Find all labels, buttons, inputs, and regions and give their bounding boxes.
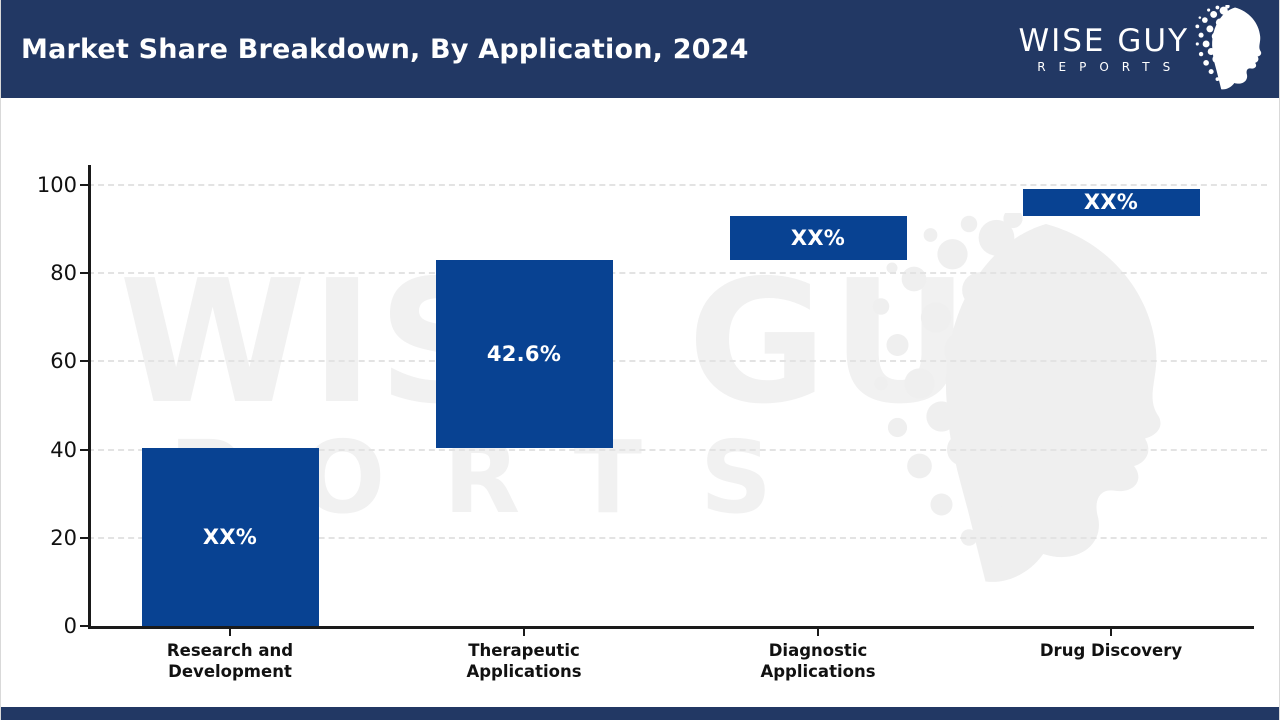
x-tick-mark (229, 628, 231, 636)
bar-segment: XX% (141, 448, 319, 626)
bar-value-label: XX% (1083, 190, 1139, 215)
x-tick-mark (1110, 628, 1112, 636)
bar-segment: 42.6% (435, 260, 613, 449)
y-axis-tick-label: 60 (50, 349, 77, 374)
y-gridline (88, 272, 1267, 275)
category-label: Diagnostic Applications (760, 641, 876, 681)
y-tick-mark (80, 448, 88, 451)
x-tick-mark (523, 628, 525, 636)
bar-value-label: XX% (790, 226, 846, 251)
page-title: Market Share Breakdown, By Application, … (21, 33, 749, 65)
header-bar: Market Share Breakdown, By Application, … (1, 0, 1279, 98)
y-tick-mark (80, 536, 88, 539)
brand-reports-text: REPORTS (1037, 59, 1184, 74)
bar-value-label: 42.6% (486, 342, 562, 367)
bar-segment: XX% (729, 216, 907, 261)
watermark-head-icon (872, 213, 1161, 582)
category-label: Research and Development (166, 641, 294, 681)
y-tick-mark (80, 625, 88, 627)
x-tick-mark (817, 628, 819, 636)
y-gridline (88, 448, 1267, 451)
y-gridline (88, 360, 1267, 363)
brand-wordmark: WISE GUY REPORTS (1018, 22, 1189, 74)
category-label: Therapeutic Applications (466, 641, 582, 681)
y-tick-mark (80, 360, 88, 363)
y-axis-tick-label: 40 (50, 437, 77, 462)
y-axis-tick-label: 0 (63, 614, 77, 638)
brand-logo: WISE GUY REPORTS (1018, 5, 1279, 93)
footer-bar (1, 707, 1279, 720)
brand-name-text: WISE GUY (1018, 22, 1189, 59)
x-axis-line (88, 626, 1254, 629)
y-axis-tick-label: 20 (50, 525, 77, 550)
category-label: Drug Discovery (1039, 641, 1183, 660)
bar-value-label: XX% (202, 525, 258, 550)
brand-head-icon (1195, 5, 1262, 90)
y-axis-tick-label: 80 (50, 261, 77, 286)
y-tick-mark (80, 184, 88, 186)
y-gridline (88, 536, 1267, 539)
y-tick-mark (80, 272, 88, 275)
y-axis-tick-label: 100 (36, 173, 77, 197)
y-gridline (88, 184, 1267, 186)
bar-segment: XX% (1022, 188, 1200, 217)
y-axis-line (88, 165, 91, 628)
